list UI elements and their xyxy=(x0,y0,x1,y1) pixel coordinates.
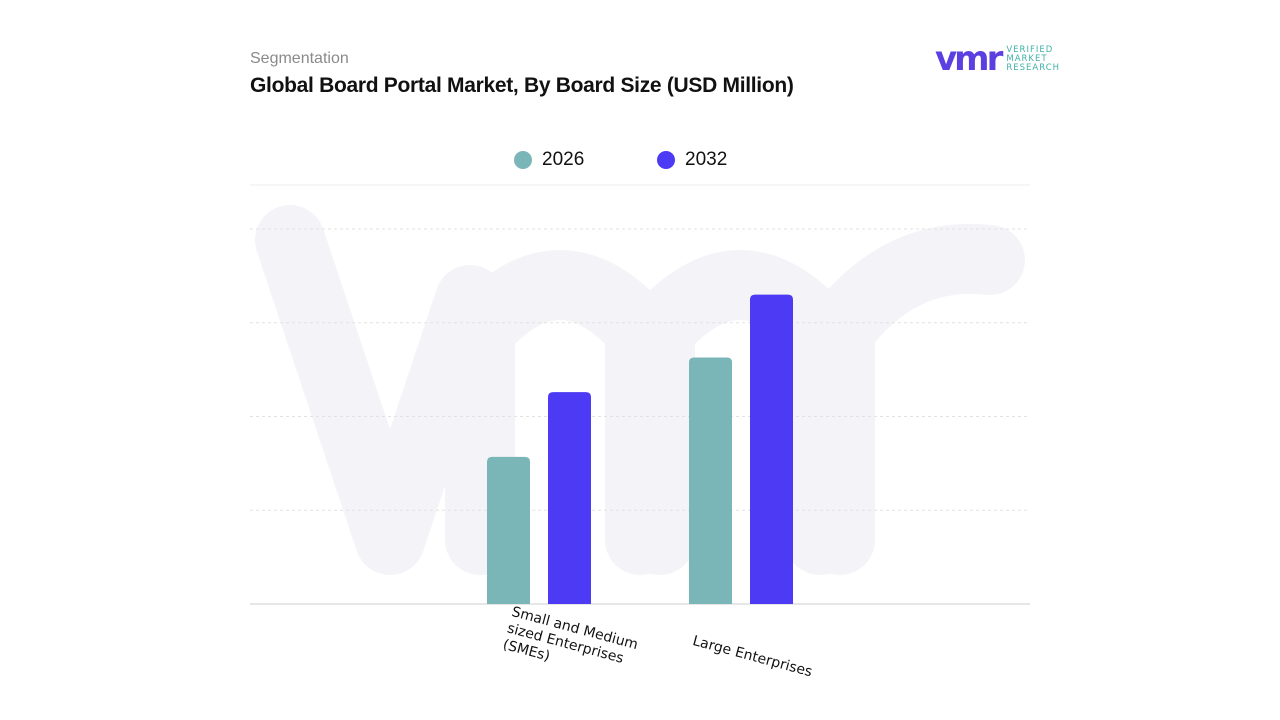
legend-item-2032: 2032 xyxy=(657,149,727,171)
legend-label: 2032 xyxy=(685,149,728,170)
logo-mark: vmr xyxy=(935,39,1003,79)
bar-2026 xyxy=(487,456,530,604)
vmr-logo: vmr VERIFIED MARKET RESEARCH xyxy=(935,39,1061,79)
bar-2026 xyxy=(689,357,732,604)
legend-swatch xyxy=(657,151,675,169)
bar-2032 xyxy=(548,392,591,604)
logo-line: MARKET xyxy=(1006,53,1048,64)
legend-item-2026: 2026 xyxy=(514,149,584,171)
bar-2032 xyxy=(750,294,793,604)
section-label: Segmentation xyxy=(250,50,349,67)
logo-text: VERIFIED MARKET RESEARCH xyxy=(1006,44,1061,73)
legend-swatch xyxy=(514,151,532,169)
chart-title: Global Board Portal Market, By Board Siz… xyxy=(250,74,794,97)
legend-label: 2026 xyxy=(542,149,585,170)
logo-line: RESEARCH xyxy=(1006,62,1061,73)
legend: 2026 2032 xyxy=(0,149,1280,173)
logo-line: VERIFIED xyxy=(1006,44,1054,55)
